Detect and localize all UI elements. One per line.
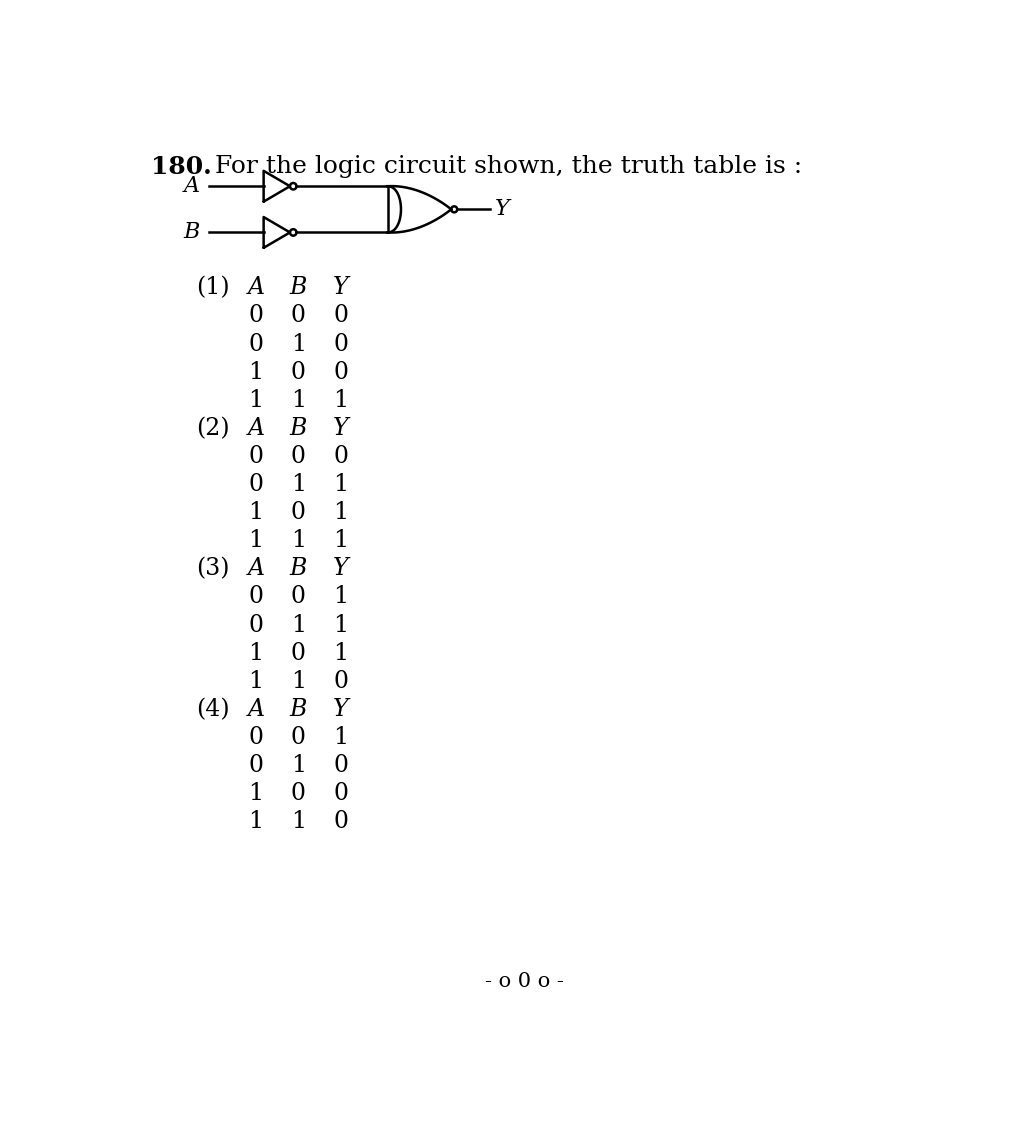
Text: Y: Y	[334, 417, 349, 440]
Text: 0: 0	[291, 360, 306, 384]
Text: B: B	[183, 221, 200, 243]
Text: 0: 0	[291, 304, 306, 328]
Text: 180.: 180.	[152, 156, 212, 180]
Text: 0: 0	[291, 642, 306, 664]
Text: 0: 0	[291, 502, 306, 524]
Text: A: A	[248, 558, 264, 580]
Text: 0: 0	[291, 445, 306, 468]
Text: B: B	[290, 558, 307, 580]
Text: B: B	[290, 417, 307, 440]
Text: - o 0 o -: - o 0 o -	[485, 972, 564, 991]
Text: (1): (1)	[197, 276, 229, 300]
Text: A: A	[248, 417, 264, 440]
Text: 1: 1	[291, 754, 306, 778]
Text: 1: 1	[334, 502, 349, 524]
Text: (3): (3)	[197, 558, 229, 580]
Text: 0: 0	[249, 473, 263, 496]
Text: For the logic circuit shown, the truth table is :: For the logic circuit shown, the truth t…	[215, 156, 802, 178]
Text: 0: 0	[249, 754, 263, 778]
Text: 0: 0	[291, 726, 306, 749]
Text: 0: 0	[249, 445, 263, 468]
Text: (2): (2)	[197, 417, 229, 440]
Text: 1: 1	[248, 670, 263, 692]
Text: 1: 1	[334, 726, 349, 749]
Text: 1: 1	[334, 642, 349, 664]
Text: 0: 0	[249, 586, 263, 608]
Text: B: B	[290, 698, 307, 721]
Text: A: A	[248, 276, 264, 300]
Text: 1: 1	[248, 810, 263, 834]
Text: Y: Y	[496, 199, 510, 220]
Text: 1: 1	[291, 332, 306, 356]
Text: 1: 1	[291, 473, 306, 496]
Text: 0: 0	[249, 614, 263, 636]
Text: 0: 0	[249, 304, 263, 328]
Text: 0: 0	[291, 586, 306, 608]
Text: 1: 1	[334, 388, 349, 412]
Text: 1: 1	[248, 782, 263, 806]
Text: 1: 1	[248, 502, 263, 524]
Text: 1: 1	[334, 586, 349, 608]
Text: 1: 1	[291, 810, 306, 834]
Text: 1: 1	[334, 530, 349, 552]
Text: 1: 1	[334, 473, 349, 496]
Text: 0: 0	[334, 754, 348, 778]
Text: Y: Y	[334, 276, 349, 300]
Text: 0: 0	[249, 332, 263, 356]
Text: 1: 1	[248, 530, 263, 552]
Text: 0: 0	[291, 782, 306, 806]
Text: (4): (4)	[197, 698, 229, 721]
Text: 0: 0	[334, 360, 348, 384]
Text: 1: 1	[248, 642, 263, 664]
Text: 0: 0	[334, 782, 348, 806]
Text: 1: 1	[291, 670, 306, 692]
Text: 0: 0	[334, 445, 348, 468]
Text: 1: 1	[291, 388, 306, 412]
Text: 0: 0	[334, 810, 348, 834]
Text: 1: 1	[248, 388, 263, 412]
Text: Y: Y	[334, 558, 349, 580]
Text: 1: 1	[291, 530, 306, 552]
Text: 1: 1	[291, 614, 306, 636]
Text: A: A	[184, 175, 200, 197]
Text: B: B	[290, 276, 307, 300]
Text: 0: 0	[334, 304, 348, 328]
Text: 0: 0	[249, 726, 263, 749]
Text: 1: 1	[248, 360, 263, 384]
Text: 0: 0	[334, 332, 348, 356]
Text: A: A	[248, 698, 264, 721]
Text: 0: 0	[334, 670, 348, 692]
Text: 1: 1	[334, 614, 349, 636]
Text: Y: Y	[334, 698, 349, 721]
